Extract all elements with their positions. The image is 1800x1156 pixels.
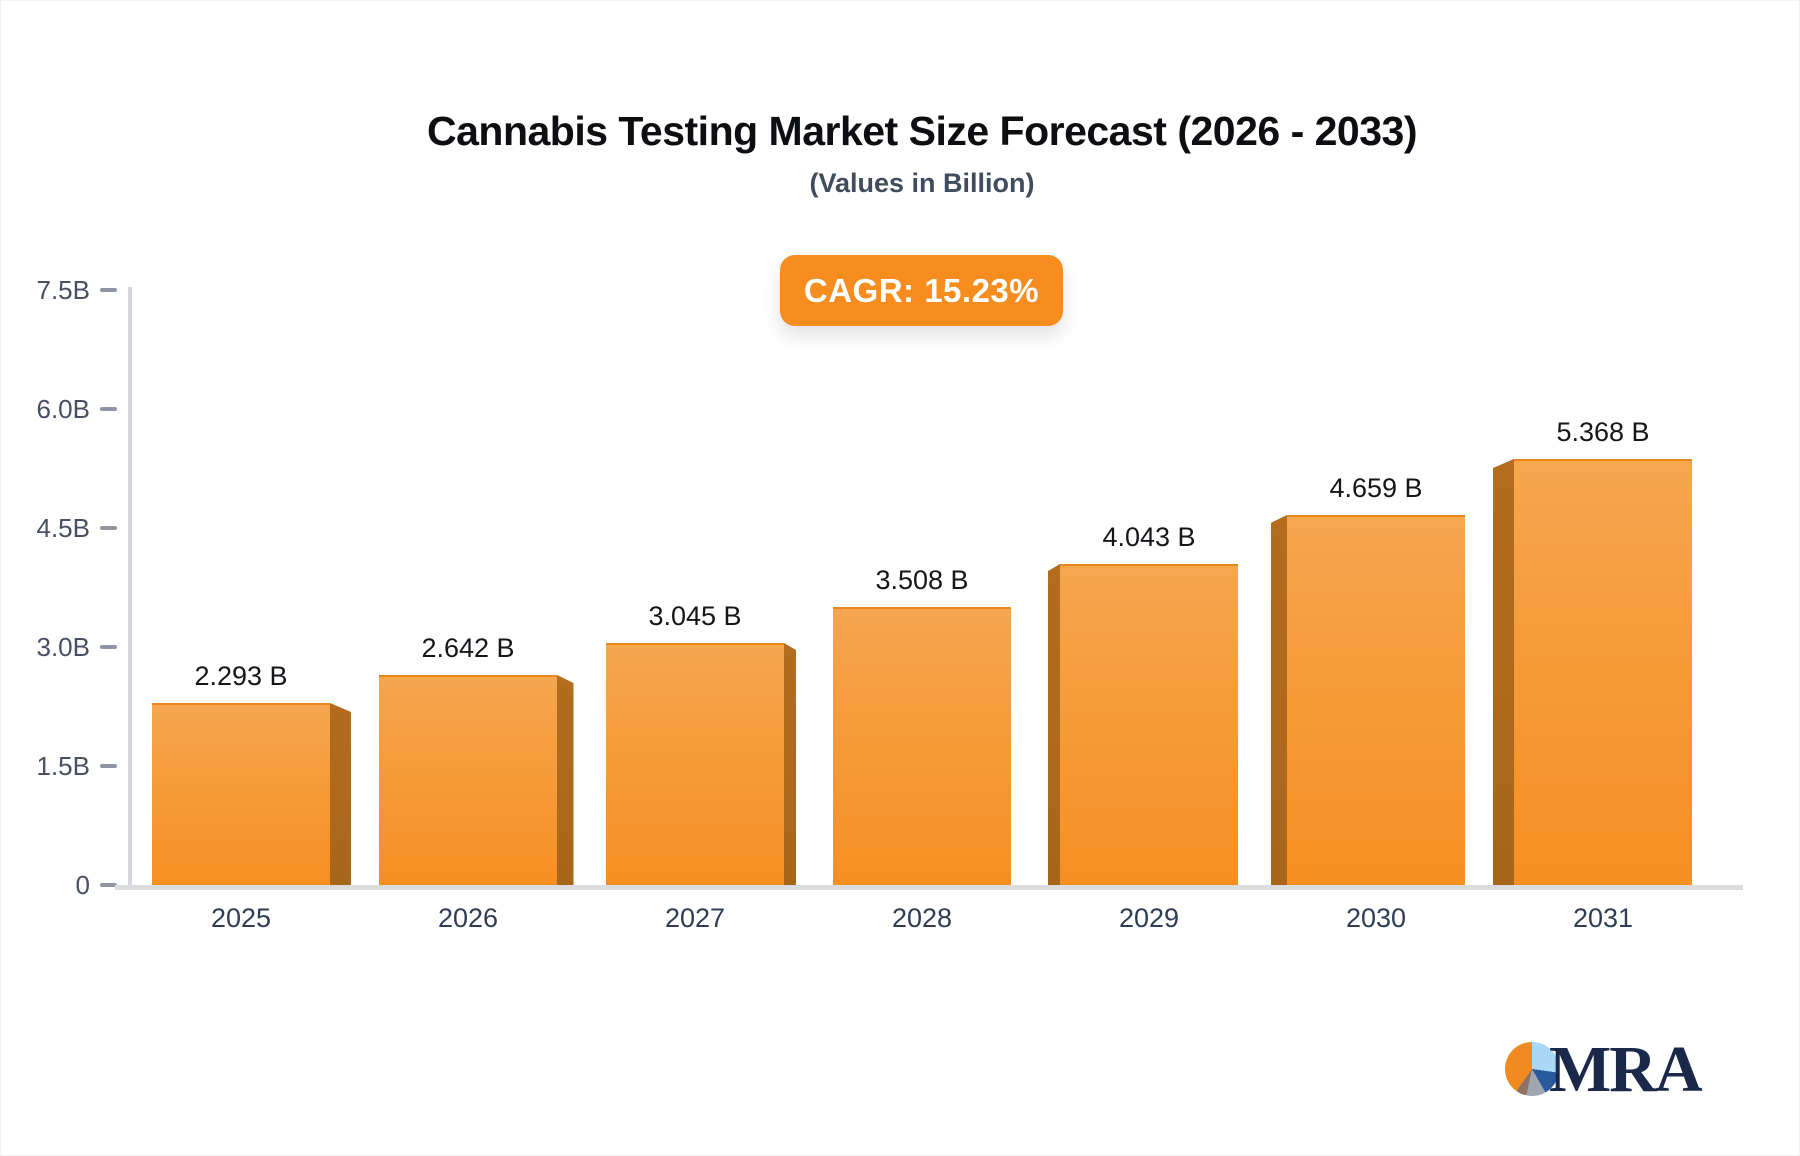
bar (606, 643, 784, 885)
y-tick-mark (100, 288, 117, 292)
bar-value-label: 3.508 B (875, 565, 969, 595)
y-tick-mark (100, 645, 117, 649)
bar-value-label: 2.642 B (421, 633, 515, 663)
bar-3d-side (784, 643, 796, 885)
bar (833, 607, 1011, 885)
y-tick-label: 7.5B (36, 275, 91, 305)
x-axis-label: 2026 (437, 903, 499, 933)
bar (1060, 564, 1238, 885)
bar-3d-side (557, 675, 574, 885)
cagr-badge-label: CAGR: 15.23% (803, 271, 1040, 309)
chart-subtitle: (Values in Billion) (809, 168, 1035, 198)
y-tick-label: 1.5B (36, 751, 91, 781)
y-tick-mark (100, 407, 117, 411)
y-tick-label: 6.0B (36, 394, 91, 424)
bar-value-label: 4.659 B (1329, 473, 1423, 503)
bar-value-label: 4.043 B (1102, 522, 1196, 552)
x-axis-label: 2027 (664, 903, 726, 933)
cagr-badge: CAGR: 15.23% (780, 255, 1063, 326)
bar (379, 675, 557, 885)
bar-3d-side (1493, 459, 1514, 885)
y-axis-line (128, 287, 132, 888)
bar-3d-side (1270, 515, 1287, 885)
y-tick-mark (100, 764, 117, 768)
x-axis-baseline (115, 885, 1743, 890)
bar (152, 703, 330, 885)
bar-3d-side (1048, 564, 1060, 885)
y-tick-mark (100, 526, 117, 530)
x-axis-label: 2025 (210, 903, 272, 933)
bar-value-label: 5.368 B (1556, 417, 1650, 447)
x-axis-label: 2030 (1345, 903, 1407, 933)
bar-3d-side (330, 703, 351, 885)
y-tick-label: 4.5B (36, 513, 91, 543)
mra-logo: MRA (1505, 1030, 1745, 1110)
y-tick-label: 0 (75, 870, 90, 900)
x-axis-label: 2029 (1118, 903, 1180, 933)
chart-title: Cannabis Testing Market Size Forecast (2… (426, 108, 1418, 154)
bar (1514, 459, 1692, 885)
y-tick-label: 3.0B (36, 632, 91, 662)
x-axis-label: 2031 (1572, 903, 1634, 933)
bar-value-label: 2.293 B (194, 661, 288, 691)
logo-wordmark: MRA (1549, 1033, 1703, 1106)
y-tick-mark (100, 883, 117, 887)
bar (1287, 515, 1465, 885)
bar-value-label: 3.045 B (648, 601, 742, 631)
pie-chart-logo-icon (1505, 1042, 1559, 1096)
x-axis-label: 2028 (891, 903, 953, 933)
